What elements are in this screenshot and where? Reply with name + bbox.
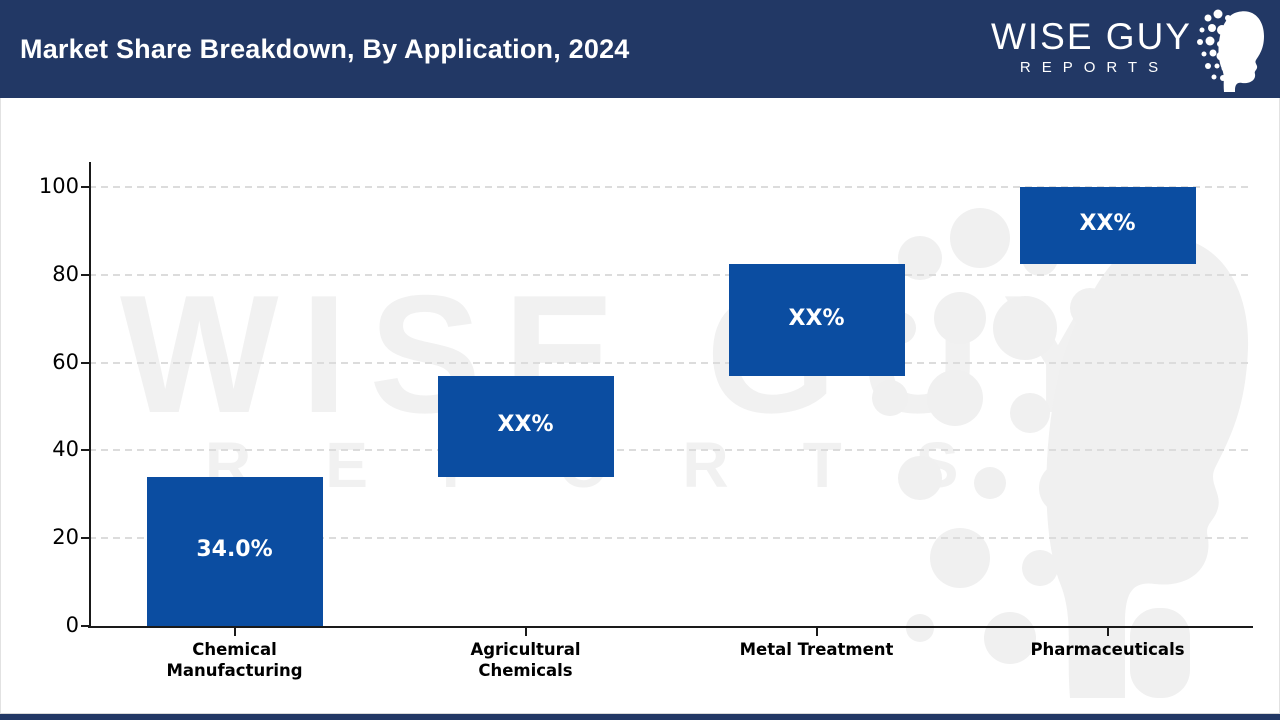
y-tick-label: 100 (38, 174, 79, 198)
bar-value-label: XX% (1079, 211, 1136, 237)
y-tick-mark (81, 449, 89, 452)
y-axis-line (89, 162, 91, 628)
chart-area: WISE GUY REPORTS 0 20 40 60 80 100 34.0% Chemic… (0, 98, 1280, 714)
bar (146, 476, 323, 626)
y-tick-label: 40 (52, 437, 79, 462)
header: Market Share Breakdown, By Application, … (0, 0, 1280, 98)
x-category-label: Agricultural Chemicals (470, 640, 581, 680)
logo-wordmark: WISE GUY (990, 16, 1192, 57)
watermark-face-dots (872, 208, 1249, 698)
y-tick-label: 80 (52, 261, 79, 286)
x-category-label: Pharmaceuticals (1030, 640, 1185, 659)
y-gridline (89, 361, 1253, 364)
x-axis-line (88, 626, 1253, 628)
x-category-label: Metal Treatment (739, 640, 894, 659)
x-tick-mark (815, 628, 818, 636)
y-gridline (89, 537, 1253, 540)
y-tick-label: 60 (52, 349, 79, 374)
bar (1019, 187, 1196, 264)
logo-text: WISE GUY REPORTS (990, 16, 1192, 76)
bar-value-label: XX% (497, 412, 554, 438)
x-tick-mark (524, 628, 527, 636)
y-tick-label: 20 (52, 525, 79, 550)
y-tick-mark (81, 625, 89, 627)
logo-subtitle: REPORTS (1019, 58, 1170, 76)
bar-value-label: XX% (788, 305, 845, 331)
bar (437, 375, 614, 477)
bar (728, 263, 905, 376)
dotted-face-icon (1197, 9, 1264, 92)
y-tick-mark (81, 537, 89, 540)
y-gridline (89, 273, 1253, 276)
y-tick-mark (81, 361, 89, 364)
y-tick-mark (81, 273, 89, 276)
x-tick-mark (1106, 628, 1109, 636)
y-gridline (89, 449, 1253, 452)
x-category-label: Chemical Manufacturing (166, 640, 303, 680)
y-tick-mark (81, 186, 89, 188)
bar-value-label: 34.0% (196, 537, 273, 563)
x-tick-mark (233, 628, 236, 636)
page-title: Market Share Breakdown, By Application, … (20, 33, 630, 64)
y-tick-label: 0 (65, 613, 79, 637)
wise-guy-reports-logo: WISE GUY REPORTS (991, 6, 1266, 92)
y-gridline (89, 186, 1253, 188)
footer-accent-bar (0, 714, 1280, 720)
